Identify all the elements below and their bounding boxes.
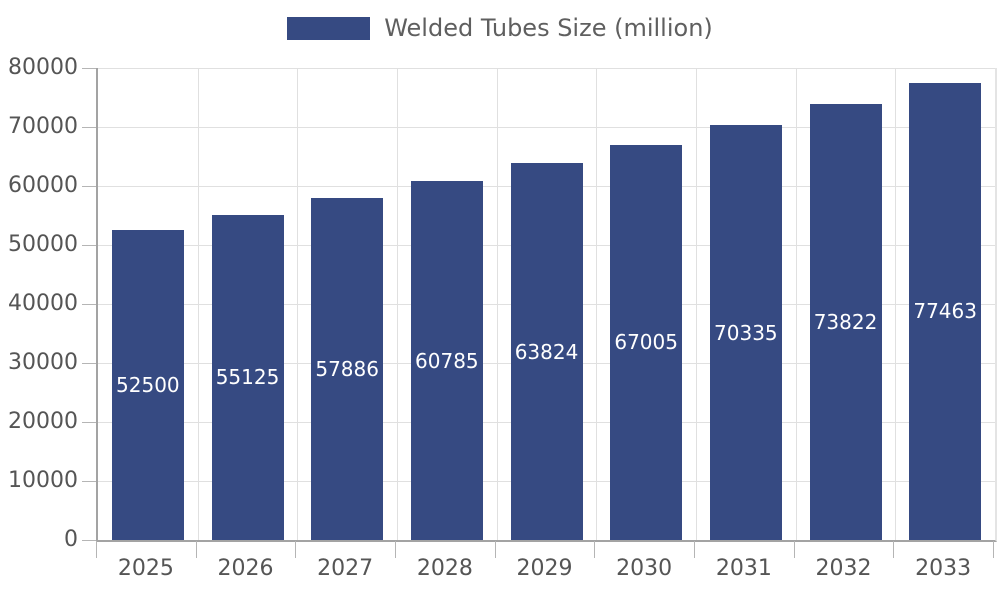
bar[interactable]: [909, 82, 982, 540]
x-tick-label: 2028: [416, 556, 473, 581]
y-axis-tick: [82, 540, 96, 541]
bar-value-label: 73822: [813, 310, 878, 335]
x-tick-label: 2031: [715, 556, 772, 581]
y-tick-label: 20000: [8, 409, 78, 434]
bar[interactable]: [510, 163, 583, 540]
x-axis-tick: [993, 541, 994, 558]
bar[interactable]: [111, 230, 184, 540]
x-axis-tick: [793, 541, 795, 558]
y-axis-tick: [82, 245, 96, 246]
vertical-gridline: [895, 68, 897, 540]
legend-label: Welded Tubes Size (million): [384, 14, 713, 42]
bar-value-label: 67005: [614, 330, 678, 355]
bar[interactable]: [211, 214, 284, 540]
horizontal-gridline: [98, 68, 995, 69]
bar-value-label: 63824: [514, 339, 579, 364]
bar-value-label: 60785: [415, 348, 479, 373]
vertical-gridline: [696, 68, 697, 540]
x-axis-tick: [96, 541, 97, 558]
vertical-gridline: [297, 68, 299, 540]
x-axis-tick: [195, 541, 197, 558]
y-axis-tick: [82, 68, 96, 69]
bar-value-label: 77463: [913, 299, 977, 324]
y-axis-tick: [82, 304, 96, 305]
vertical-gridline: [197, 68, 199, 540]
y-tick-label: 60000: [8, 173, 78, 198]
plot-area: 52500 55125 57886 60785 63824 67005 70335 73822…: [96, 68, 997, 542]
bar-value-label: 55125: [215, 365, 280, 390]
x-axis-tick: [594, 541, 596, 558]
vertical-gridline: [397, 68, 398, 540]
y-axis-tick: [82, 186, 96, 187]
bar[interactable]: [809, 104, 882, 540]
bar[interactable]: [410, 181, 483, 540]
y-tick-label: 70000: [8, 114, 78, 139]
horizontal-gridline: [98, 127, 995, 128]
bar[interactable]: [610, 144, 683, 540]
bar-value-label: 70335: [714, 320, 778, 345]
y-tick-label: 80000: [8, 55, 78, 80]
x-axis-tick: [893, 541, 895, 558]
y-tick-label: 10000: [8, 468, 78, 493]
y-axis-tick: [82, 481, 96, 482]
vertical-gridline: [795, 68, 797, 540]
x-tick-label: 2033: [915, 556, 972, 581]
y-tick-label: 0: [64, 527, 78, 552]
bar-value-label: 57886: [315, 357, 379, 382]
y-tick-label: 30000: [8, 350, 78, 375]
legend-swatch-icon: [287, 16, 371, 40]
bar[interactable]: [709, 125, 782, 540]
x-tick-label: 2029: [516, 556, 573, 581]
x-axis-tick: [494, 541, 496, 558]
x-tick-label: 2025: [117, 556, 174, 581]
y-axis-tick: [82, 127, 96, 128]
vertical-gridline: [496, 68, 498, 540]
y-tick-label: 40000: [8, 291, 78, 316]
y-tick-label: 50000: [8, 232, 78, 257]
x-axis-tick: [295, 541, 297, 558]
x-tick-label: 2030: [616, 556, 673, 581]
x-axis-tick: [395, 541, 396, 558]
x-tick-label: 2032: [815, 556, 872, 581]
y-axis-tick: [82, 363, 96, 364]
vertical-gridline: [596, 68, 598, 540]
bar-value-label: 52500: [116, 373, 180, 398]
x-tick-label: 2027: [317, 556, 374, 581]
x-tick-label: 2026: [217, 556, 274, 581]
x-axis-tick: [694, 541, 695, 558]
y-axis-tick: [82, 422, 96, 423]
chart-legend[interactable]: Welded Tubes Size (million): [0, 14, 1000, 42]
bar[interactable]: [311, 198, 384, 540]
